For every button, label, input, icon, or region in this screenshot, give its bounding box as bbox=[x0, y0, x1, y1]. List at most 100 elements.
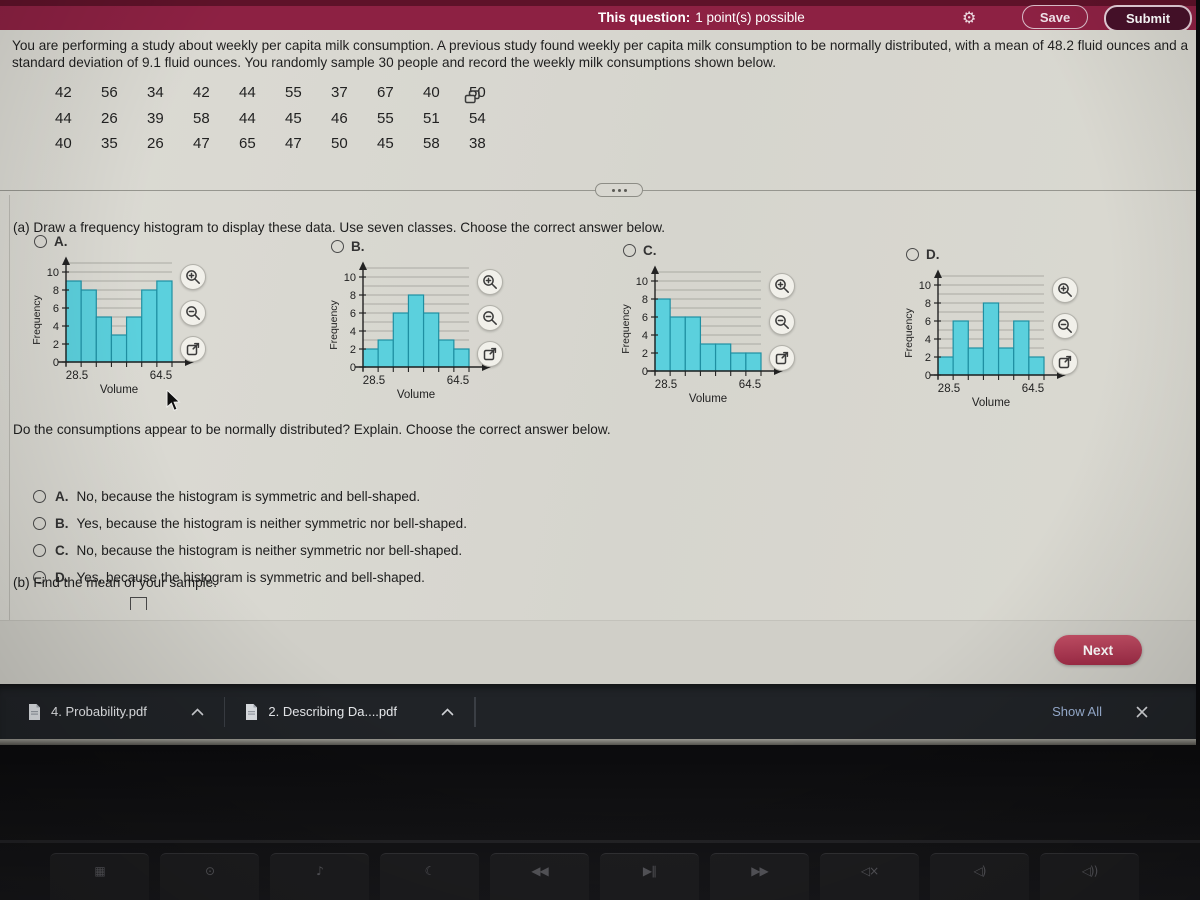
open-in-new-button[interactable] bbox=[477, 341, 503, 367]
svg-text:2: 2 bbox=[350, 344, 356, 356]
question-status-label: This question: bbox=[598, 10, 691, 25]
svg-text:64.5: 64.5 bbox=[1022, 383, 1044, 395]
download-item[interactable]: 4. Probability.pdf bbox=[28, 703, 204, 720]
download-menu-button[interactable] bbox=[441, 707, 454, 716]
copy-data-icon[interactable] bbox=[464, 90, 481, 104]
download-menu-button[interactable] bbox=[191, 707, 204, 716]
separator bbox=[474, 696, 476, 727]
svg-text:8: 8 bbox=[925, 298, 931, 310]
zoom-in-button[interactable] bbox=[769, 273, 795, 299]
normal-options-list: A. No, because the histogram is symmetric… bbox=[33, 488, 467, 596]
download-item[interactable]: 2. Describing Da....pdf bbox=[245, 703, 454, 720]
data-value: 34 bbox=[147, 84, 164, 101]
zoom-out-button[interactable] bbox=[477, 305, 503, 331]
radio-normal-b[interactable] bbox=[33, 516, 46, 530]
histogram-choice-d: D. 0 2 4 6 8 10 28.5 64.5 Volume Frequency bbox=[900, 247, 1116, 415]
content-edge-line bbox=[9, 195, 10, 620]
question-toolbar: This question: 1 point(s) possible ⚙ Save… bbox=[0, 0, 1196, 32]
radio-histogram-c[interactable] bbox=[623, 244, 636, 257]
question-status: This question: 1 point(s) possible bbox=[598, 10, 805, 25]
part-a-prompt: (a) Draw a frequency histogram to displa… bbox=[13, 220, 666, 235]
download-filename: 4. Probability.pdf bbox=[51, 704, 147, 719]
pdf-file-icon bbox=[246, 703, 258, 720]
data-value: 26 bbox=[147, 135, 164, 152]
svg-text:28.5: 28.5 bbox=[655, 379, 677, 391]
radio-normal-a[interactable] bbox=[33, 489, 46, 503]
data-value: 50 bbox=[331, 135, 348, 152]
svg-text:6: 6 bbox=[350, 308, 356, 320]
svg-text:Volume: Volume bbox=[972, 397, 1010, 409]
open-in-new-button[interactable] bbox=[769, 345, 795, 371]
close-downloads-icon[interactable] bbox=[1136, 706, 1148, 718]
chart-tools-c bbox=[769, 273, 795, 371]
radio-histogram-a[interactable] bbox=[34, 235, 47, 248]
svg-text:2: 2 bbox=[925, 352, 931, 364]
data-value: 51 bbox=[423, 109, 440, 127]
zoom-in-button[interactable] bbox=[477, 269, 503, 295]
gear-icon[interactable]: ⚙ bbox=[962, 8, 977, 27]
svg-text:4: 4 bbox=[925, 334, 931, 346]
laptop-keyboard-area: ▦ ⊙ ♪ ☾ ◀◀ ▶∥ ▶▶ ◁× ◁) ◁)) bbox=[0, 745, 1200, 900]
data-value: 58 bbox=[423, 135, 440, 152]
chart-tools-d bbox=[1052, 277, 1078, 375]
zoom-in-icon bbox=[775, 279, 789, 293]
function-key-row: ▦ ⊙ ♪ ☾ ◀◀ ▶∥ ▶▶ ◁× ◁) ◁)) bbox=[50, 853, 1139, 900]
svg-text:28.5: 28.5 bbox=[363, 375, 385, 387]
zoom-in-button[interactable] bbox=[180, 264, 206, 290]
svg-text:Volume: Volume bbox=[397, 389, 435, 401]
svg-text:2: 2 bbox=[642, 348, 648, 360]
data-value: 55 bbox=[285, 84, 302, 101]
data-value: 45 bbox=[377, 135, 394, 152]
data-value: 26 bbox=[101, 109, 118, 127]
show-all-link[interactable]: Show All bbox=[1052, 704, 1102, 719]
data-value: 55 bbox=[377, 109, 394, 127]
histogram-choice-b: B. 0 2 4 6 8 10 28.5 64.5 Volume Frequency bbox=[325, 239, 541, 407]
answer-option-row: B. Yes, because the histogram is neither … bbox=[33, 515, 467, 531]
media-key: ▦ bbox=[50, 853, 149, 900]
answer-option-row: D. Yes, because the histogram is symmetri… bbox=[33, 569, 467, 585]
svg-text:4: 4 bbox=[53, 321, 59, 333]
open-in-new-button[interactable] bbox=[180, 336, 206, 362]
svg-text:Frequency: Frequency bbox=[31, 294, 43, 344]
svg-text:0: 0 bbox=[925, 370, 931, 382]
zoom-out-icon bbox=[1058, 319, 1072, 333]
zoom-out-button[interactable] bbox=[1052, 313, 1078, 339]
svg-text:0: 0 bbox=[53, 357, 59, 369]
open-in-new-button[interactable] bbox=[1052, 349, 1078, 375]
svg-text:8: 8 bbox=[53, 285, 59, 297]
keyboard-deck-edge bbox=[0, 840, 1200, 843]
zoom-in-button[interactable] bbox=[1052, 277, 1078, 303]
radio-histogram-b[interactable] bbox=[331, 240, 344, 253]
question-intro: You are performing a study about weekly … bbox=[12, 37, 1188, 71]
svg-text:Frequency: Frequency bbox=[620, 303, 632, 353]
media-key: ♪ bbox=[270, 853, 369, 900]
media-key: ☾ bbox=[380, 853, 479, 900]
data-value: 56 bbox=[101, 84, 118, 101]
chart-tools-b bbox=[477, 269, 503, 367]
data-value: 58 bbox=[193, 109, 210, 127]
answer-option-row: A. No, because the histogram is symmetric… bbox=[33, 488, 467, 504]
chevron-up-icon bbox=[441, 707, 454, 715]
data-value: 38 bbox=[469, 135, 486, 152]
data-value: 47 bbox=[193, 135, 210, 152]
radio-histogram-d[interactable] bbox=[906, 248, 919, 261]
submit-button[interactable]: Submit bbox=[1104, 5, 1192, 32]
radio-normal-c[interactable] bbox=[33, 543, 46, 557]
data-value: 42 bbox=[193, 84, 210, 101]
next-button[interactable]: Next bbox=[1054, 635, 1142, 665]
save-button[interactable]: Save bbox=[1022, 5, 1088, 29]
option-text: Yes, because the histogram is symmetric … bbox=[76, 569, 425, 585]
zoom-out-button[interactable] bbox=[769, 309, 795, 335]
open-in-new-icon bbox=[1058, 355, 1072, 369]
svg-text:10: 10 bbox=[344, 272, 356, 284]
zoom-out-button[interactable] bbox=[180, 300, 206, 326]
choice-letter-a: A. bbox=[54, 234, 68, 249]
divider-drag-handle[interactable] bbox=[595, 183, 643, 197]
radio-normal-d[interactable] bbox=[33, 570, 46, 584]
normal-question-prompt: Do the consumptions appear to be normall… bbox=[13, 422, 611, 437]
option-letter: C. bbox=[55, 542, 69, 558]
media-key: ◁× bbox=[820, 853, 919, 900]
svg-text:Volume: Volume bbox=[100, 384, 138, 396]
mean-answer-input[interactable] bbox=[130, 597, 147, 610]
svg-text:0: 0 bbox=[642, 366, 648, 378]
